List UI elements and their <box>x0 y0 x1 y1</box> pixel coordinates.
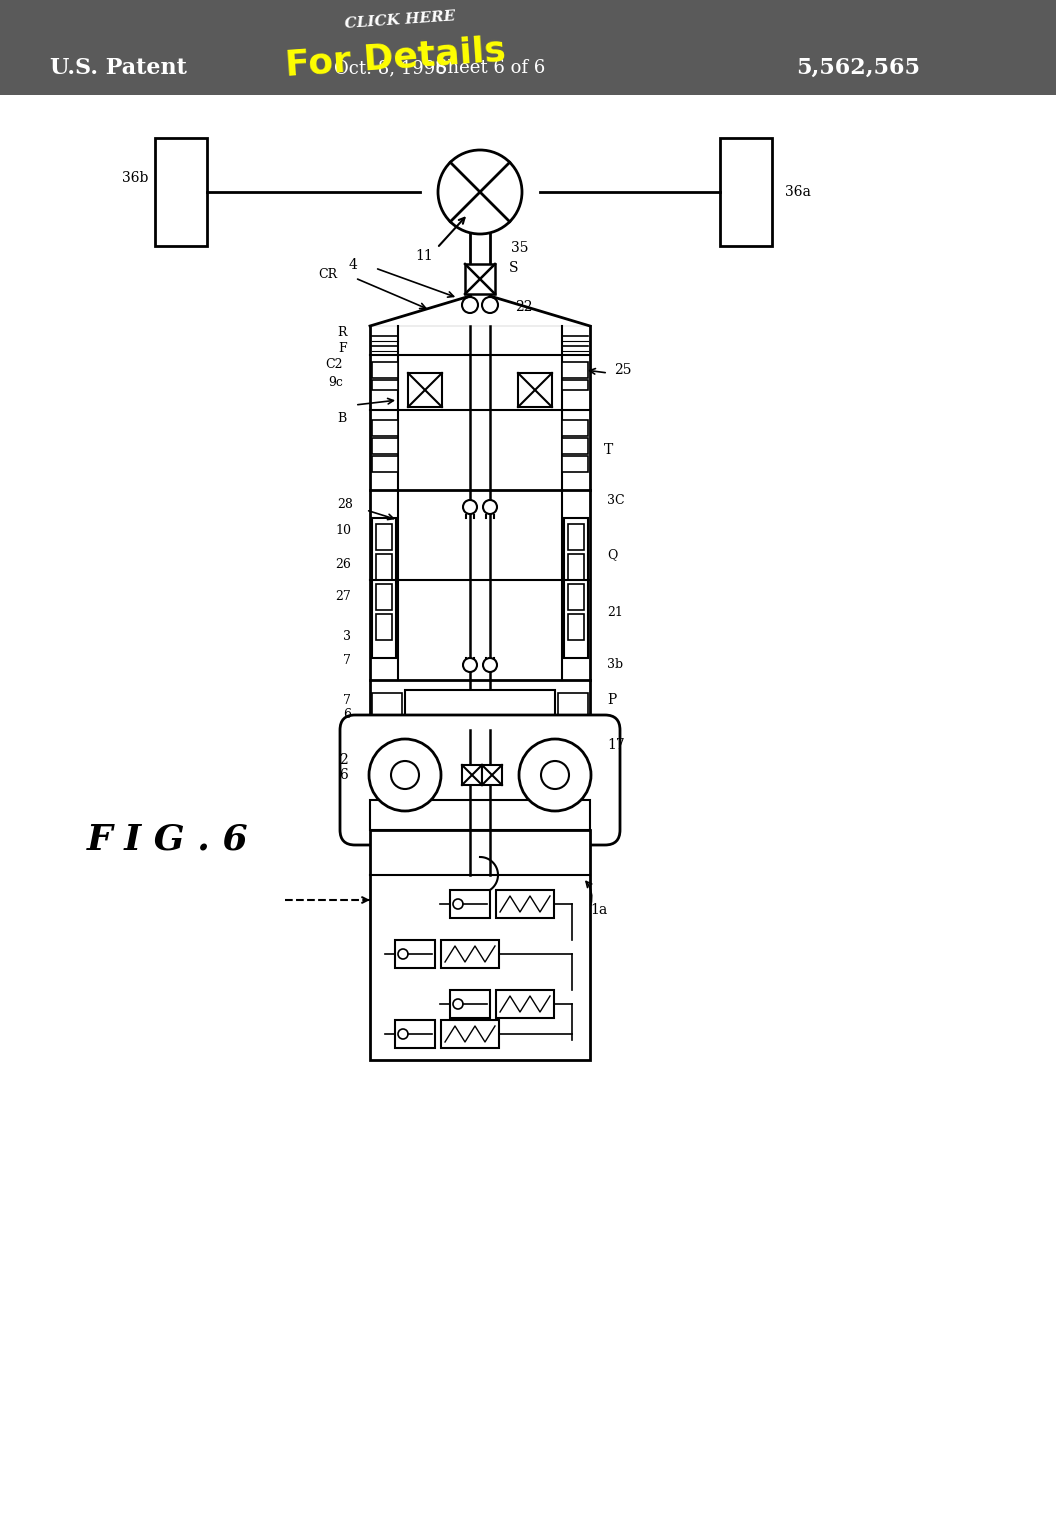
Text: 26: 26 <box>335 559 351 571</box>
Bar <box>376 613 392 639</box>
Bar <box>376 584 392 610</box>
Text: 25: 25 <box>614 364 631 377</box>
Text: 22: 22 <box>515 300 532 314</box>
Bar <box>568 554 584 580</box>
Bar <box>372 457 398 472</box>
Bar <box>372 693 402 715</box>
Text: 28: 28 <box>337 499 353 511</box>
Text: 3b: 3b <box>607 659 623 671</box>
Text: P: P <box>607 693 617 708</box>
Text: 11: 11 <box>415 250 433 263</box>
Circle shape <box>541 761 569 788</box>
Bar <box>450 890 490 918</box>
Bar <box>372 420 398 435</box>
Text: For Details: For Details <box>284 33 507 82</box>
Bar <box>720 139 772 247</box>
Text: 17: 17 <box>607 738 625 752</box>
Bar <box>372 362 398 377</box>
Bar <box>564 517 588 658</box>
Text: 27: 27 <box>335 591 351 604</box>
Bar <box>562 438 588 454</box>
Bar <box>376 524 392 549</box>
Bar <box>496 890 554 918</box>
Bar <box>372 517 396 658</box>
Text: Sheet 6 of 6: Sheet 6 of 6 <box>435 59 545 78</box>
Text: 6: 6 <box>339 769 348 782</box>
Text: 1a: 1a <box>590 903 607 916</box>
Circle shape <box>369 740 441 811</box>
Text: F: F <box>338 341 347 355</box>
Bar <box>465 263 495 294</box>
Bar <box>372 380 398 390</box>
Text: C2: C2 <box>325 359 343 371</box>
Text: 7: 7 <box>343 694 351 706</box>
Text: CR: CR <box>318 268 337 282</box>
Bar <box>568 613 584 639</box>
Circle shape <box>483 501 497 514</box>
Bar <box>155 139 207 247</box>
Circle shape <box>398 1029 408 1040</box>
Circle shape <box>453 900 463 909</box>
Bar <box>0 0 1056 94</box>
Text: U.S. Patent: U.S. Patent <box>50 56 187 79</box>
Text: T: T <box>604 443 614 457</box>
Bar <box>562 380 588 390</box>
Bar <box>372 438 398 454</box>
Text: 35: 35 <box>511 240 529 256</box>
Bar <box>568 524 584 549</box>
Bar <box>450 989 490 1018</box>
Bar <box>406 689 555 718</box>
Bar <box>482 766 502 785</box>
Text: 36b: 36b <box>121 170 148 186</box>
FancyBboxPatch shape <box>340 715 620 845</box>
Bar <box>370 801 590 829</box>
Text: 4: 4 <box>348 259 357 272</box>
Text: F I G . 6: F I G . 6 <box>88 823 249 857</box>
Bar <box>558 693 588 715</box>
Circle shape <box>463 658 477 673</box>
Text: 9c: 9c <box>328 376 343 388</box>
Text: S: S <box>509 260 518 275</box>
Text: R: R <box>338 326 347 338</box>
Text: 3C: 3C <box>607 493 625 507</box>
Bar <box>395 1020 435 1049</box>
Bar <box>562 362 588 377</box>
Bar <box>463 766 482 785</box>
Circle shape <box>483 658 497 673</box>
Text: 10: 10 <box>335 524 351 536</box>
Bar <box>562 420 588 435</box>
Circle shape <box>463 501 477 514</box>
Text: Oct. 8, 1996: Oct. 8, 1996 <box>334 59 447 78</box>
Circle shape <box>463 297 478 314</box>
Bar <box>441 1020 499 1049</box>
Bar <box>496 989 554 1018</box>
Bar <box>518 373 552 406</box>
Text: 21: 21 <box>607 606 623 618</box>
Circle shape <box>518 740 591 811</box>
Circle shape <box>391 761 419 788</box>
Circle shape <box>438 151 522 234</box>
Text: 6: 6 <box>343 709 351 721</box>
Text: B: B <box>338 411 347 425</box>
Text: Q: Q <box>607 548 618 562</box>
Bar <box>395 941 435 968</box>
Circle shape <box>398 950 408 959</box>
Circle shape <box>482 297 498 314</box>
Text: 2: 2 <box>339 753 348 767</box>
Text: 5,562,565: 5,562,565 <box>796 56 920 79</box>
Bar <box>441 941 499 968</box>
Text: 36a: 36a <box>785 186 811 199</box>
Text: 7: 7 <box>343 653 351 667</box>
Bar <box>562 457 588 472</box>
Bar <box>370 829 590 1059</box>
Bar <box>568 584 584 610</box>
Bar <box>408 373 442 406</box>
Text: CLICK HERE: CLICK HERE <box>344 9 456 30</box>
Circle shape <box>453 998 463 1009</box>
Bar <box>376 554 392 580</box>
Text: 3: 3 <box>343 630 351 642</box>
